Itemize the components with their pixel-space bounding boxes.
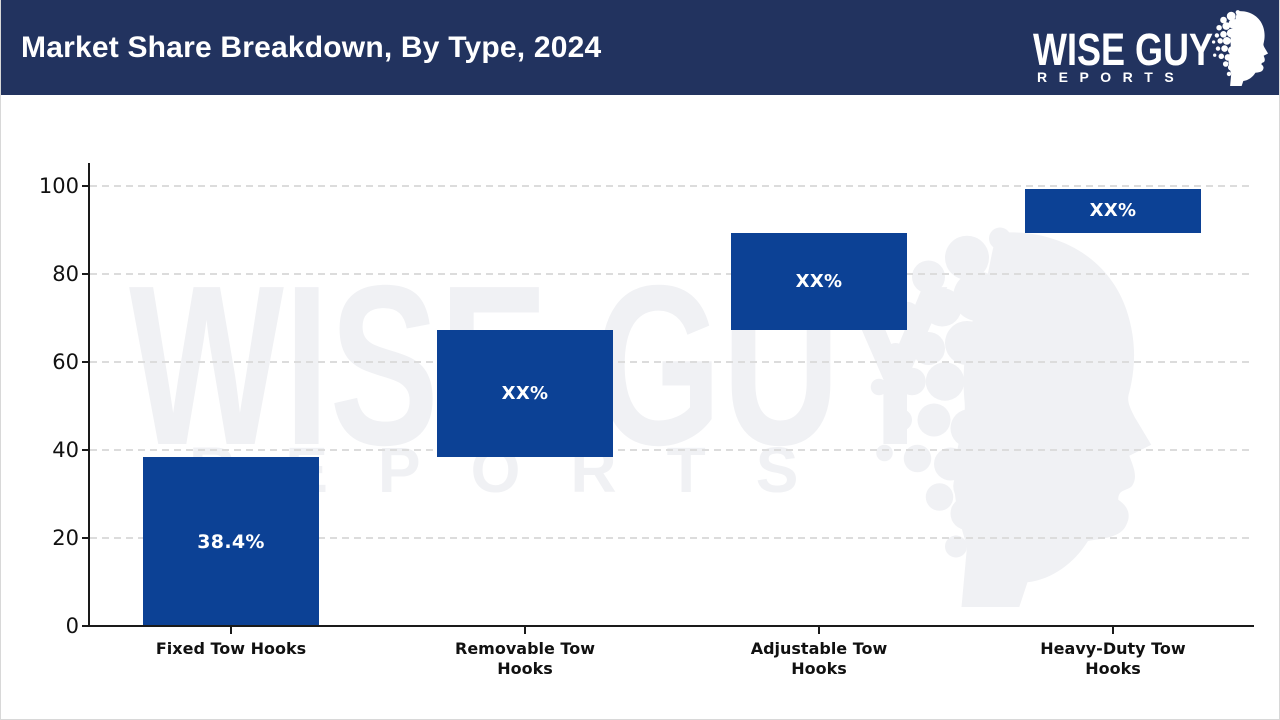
y-tick-mark — [82, 625, 89, 627]
y-axis-line — [88, 163, 90, 627]
y-tick-label: 60 — [52, 350, 79, 374]
y-tick-mark — [82, 185, 89, 187]
bar-value-label: XX% — [795, 270, 843, 292]
x-category-label: Heavy-Duty Tow Hooks — [973, 639, 1253, 679]
x-tick-mark — [230, 627, 232, 634]
gridline-80 — [90, 273, 1254, 275]
logo-head-icon — [1211, 10, 1269, 86]
x-category-label-line: Fixed Tow Hooks — [155, 639, 307, 658]
y-tick-label: 20 — [52, 526, 79, 550]
wise-guy-logo: WISE GUY REPORTS — [1023, 5, 1273, 90]
x-axis-line — [88, 625, 1254, 627]
x-category-label: Fixed Tow Hooks — [91, 639, 371, 659]
bar-heavy-duty-tow-hooks: XX% — [1025, 188, 1201, 233]
y-tick-label: 0 — [65, 614, 79, 638]
x-category-label-line: Hooks — [1085, 659, 1141, 678]
bar-value-label: XX% — [501, 383, 549, 405]
x-category-label-line: Removable Tow — [455, 639, 595, 658]
gridline-60 — [90, 361, 1254, 363]
bar-adjustable-tow-hooks: XX% — [731, 232, 907, 331]
y-tick-mark — [82, 273, 89, 275]
x-category-label-line: Heavy-Duty Tow — [1040, 639, 1186, 658]
y-tick-label: 80 — [52, 262, 79, 286]
x-category-label: Adjustable Tow Hooks — [679, 639, 959, 679]
logo-wordmark: WISE GUY — [1033, 24, 1214, 75]
page-title: Market Share Breakdown, By Type, 2024 — [21, 30, 602, 64]
y-tick-label: 100 — [38, 174, 79, 198]
x-category-label-line: Hooks — [497, 659, 553, 678]
x-category-label-line: Adjustable Tow — [750, 639, 888, 658]
gridline-100 — [90, 185, 1254, 187]
gridline-40 — [90, 449, 1254, 451]
x-tick-mark — [818, 627, 820, 634]
header-bar: Market Share Breakdown, By Type, 2024 WI… — [1, 0, 1279, 95]
bar-value-label: 38.4% — [197, 530, 265, 553]
x-category-label: Removable Tow Hooks — [385, 639, 665, 679]
x-tick-mark — [524, 627, 526, 634]
y-tick-mark — [82, 537, 89, 539]
x-tick-mark — [1112, 627, 1114, 634]
bar-fixed-tow-hooks: 38.4% — [143, 457, 319, 626]
gridline-20 — [90, 537, 1254, 539]
y-tick-mark — [82, 449, 89, 451]
bar-value-label: XX% — [1089, 200, 1137, 222]
x-category-label-line: Hooks — [791, 659, 847, 678]
y-tick-mark — [82, 361, 89, 363]
logo-subtitle: REPORTS — [1037, 69, 1186, 85]
y-tick-label: 40 — [52, 438, 79, 462]
bar-removable-tow-hooks: XX% — [437, 330, 613, 458]
